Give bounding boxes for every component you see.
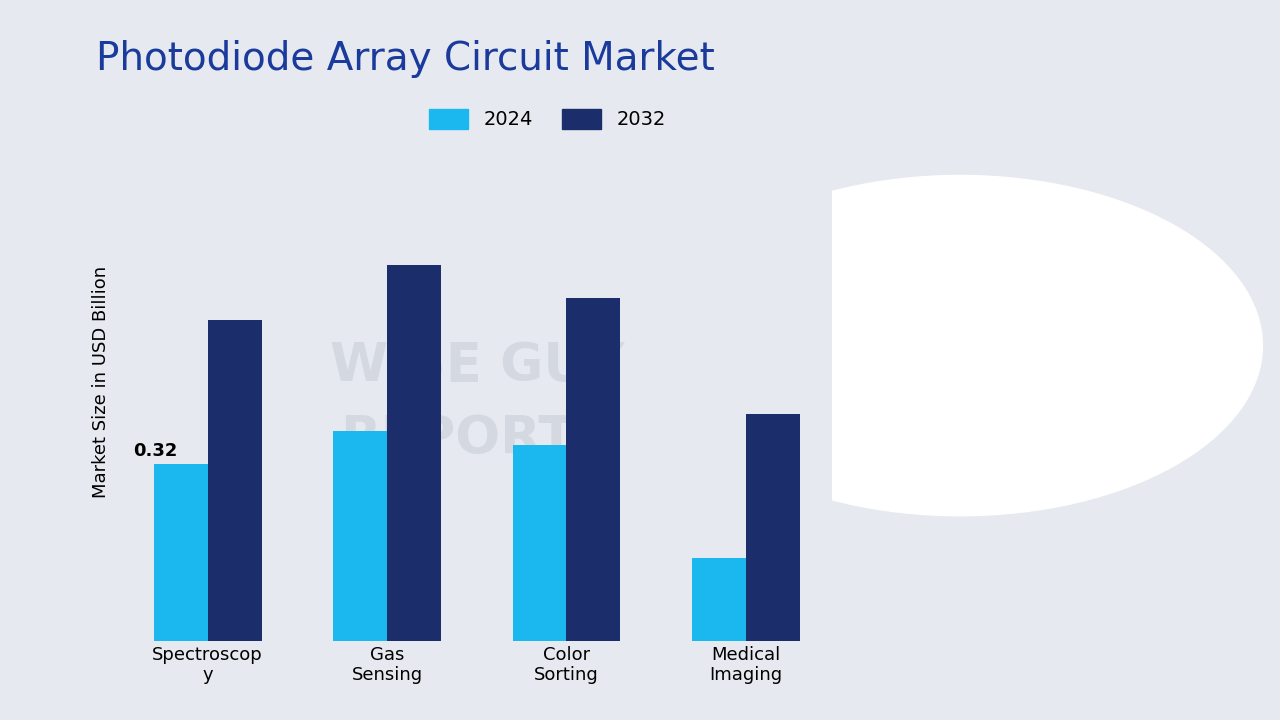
Bar [746, 414, 800, 641]
Bar [333, 431, 387, 641]
Text: 0.32: 0.32 [133, 441, 177, 459]
Legend: 2024, 2032: 2024, 2032 [421, 101, 675, 137]
Bar [513, 445, 567, 641]
Bar [567, 298, 621, 641]
Bar [387, 265, 440, 641]
Bar [207, 320, 261, 641]
Y-axis label: Market Size in USD Billion: Market Size in USD Billion [92, 266, 110, 498]
Text: WISE GUY
REPORTS: WISE GUY REPORTS [330, 340, 623, 464]
Bar [692, 558, 746, 641]
Circle shape [658, 176, 1262, 516]
Text: Photodiode Array Circuit Market: Photodiode Array Circuit Market [96, 40, 714, 78]
Bar [154, 464, 207, 641]
